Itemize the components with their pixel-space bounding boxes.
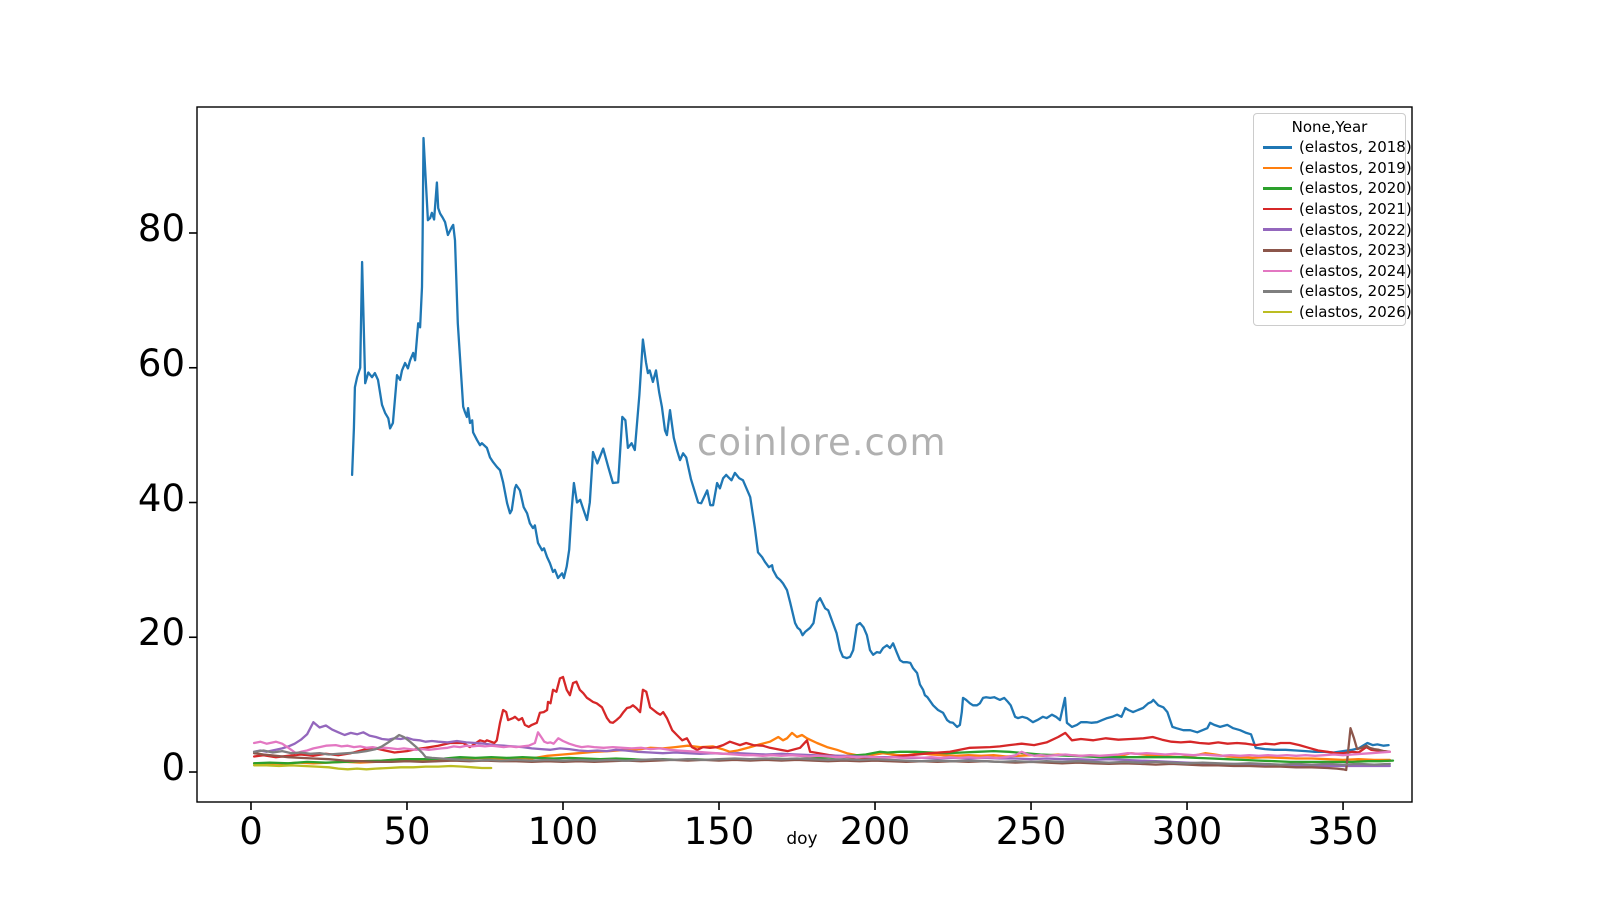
- legend-entry-label: (elastos, 2020): [1299, 179, 1412, 198]
- x-tick-label: 100: [527, 810, 599, 853]
- y-tick-label: 40: [137, 476, 185, 520]
- series-line-2022: [252, 721, 1391, 768]
- legend-entry-label: (elastos, 2023): [1299, 241, 1412, 260]
- legend-entry: (elastos, 2023): [1254, 240, 1412, 261]
- legend-entry: (elastos, 2021): [1254, 199, 1412, 220]
- legend-entry-label: (elastos, 2026): [1299, 303, 1412, 322]
- legend-entry: (elastos, 2019): [1254, 158, 1412, 179]
- legend-line-swatch: [1263, 310, 1292, 314]
- legend-line-swatch: [1263, 269, 1292, 273]
- series-line-2025: [252, 733, 1391, 766]
- series-line-2026: [252, 764, 493, 771]
- legend-line-swatch: [1263, 166, 1292, 170]
- series-line-2018: [350, 136, 1390, 754]
- legend-title: None,Year: [1291, 118, 1368, 136]
- legend-line-swatch: [1263, 146, 1292, 149]
- series-line-2024: [252, 731, 1391, 760]
- legend-entry: (elastos, 2025): [1254, 281, 1412, 302]
- legend-entry-label: (elastos, 2019): [1299, 158, 1412, 177]
- series-group: [252, 136, 1395, 772]
- legend: None,Year (elastos, 2018) (elastos, 2019)…: [1253, 113, 1412, 327]
- y-tick-label: 20: [137, 611, 185, 655]
- x-tick-label: 0: [239, 810, 263, 853]
- legend-entry: (elastos, 2020): [1254, 178, 1412, 199]
- y-tick-label: 80: [137, 206, 185, 250]
- x-tick-label: 50: [383, 810, 431, 853]
- x-tick-label: 350: [1307, 810, 1379, 853]
- y-tick-label: 0: [161, 746, 185, 790]
- legend-entry: (elastos, 2026): [1254, 302, 1412, 323]
- x-tick-label: 250: [995, 810, 1067, 853]
- x-tick-label: 200: [839, 810, 911, 853]
- legend-entry: (elastos, 2022): [1254, 219, 1412, 240]
- watermark: coinlore.com: [697, 421, 947, 464]
- legend-entry-label: (elastos, 2025): [1299, 282, 1412, 301]
- legend-entry: (elastos, 2024): [1254, 261, 1412, 282]
- legend-entry-label: (elastos, 2024): [1299, 261, 1412, 280]
- series-line-2023: [252, 727, 1390, 772]
- y-tick-label: 60: [137, 341, 185, 385]
- x-tick-label: 150: [683, 810, 755, 853]
- legend-line-swatch: [1263, 290, 1292, 293]
- x-axis-label: doy: [786, 829, 818, 849]
- legend-entry-label: (elastos, 2018): [1299, 138, 1412, 157]
- legend-entry: (elastos, 2018): [1254, 137, 1412, 158]
- legend-entry-label: (elastos, 2021): [1299, 200, 1412, 219]
- legend-line-swatch: [1263, 248, 1292, 252]
- legend-line-swatch: [1263, 207, 1292, 211]
- legend-entries: (elastos, 2018) (elastos, 2019) (elastos, …: [1254, 137, 1412, 323]
- legend-line-swatch: [1263, 228, 1292, 231]
- x-tick-label: 300: [1151, 810, 1223, 853]
- series-line-2021: [252, 675, 1391, 760]
- legend-line-swatch: [1263, 187, 1292, 190]
- plot-border: [196, 106, 1413, 803]
- legend-entry-label: (elastos, 2022): [1299, 220, 1412, 239]
